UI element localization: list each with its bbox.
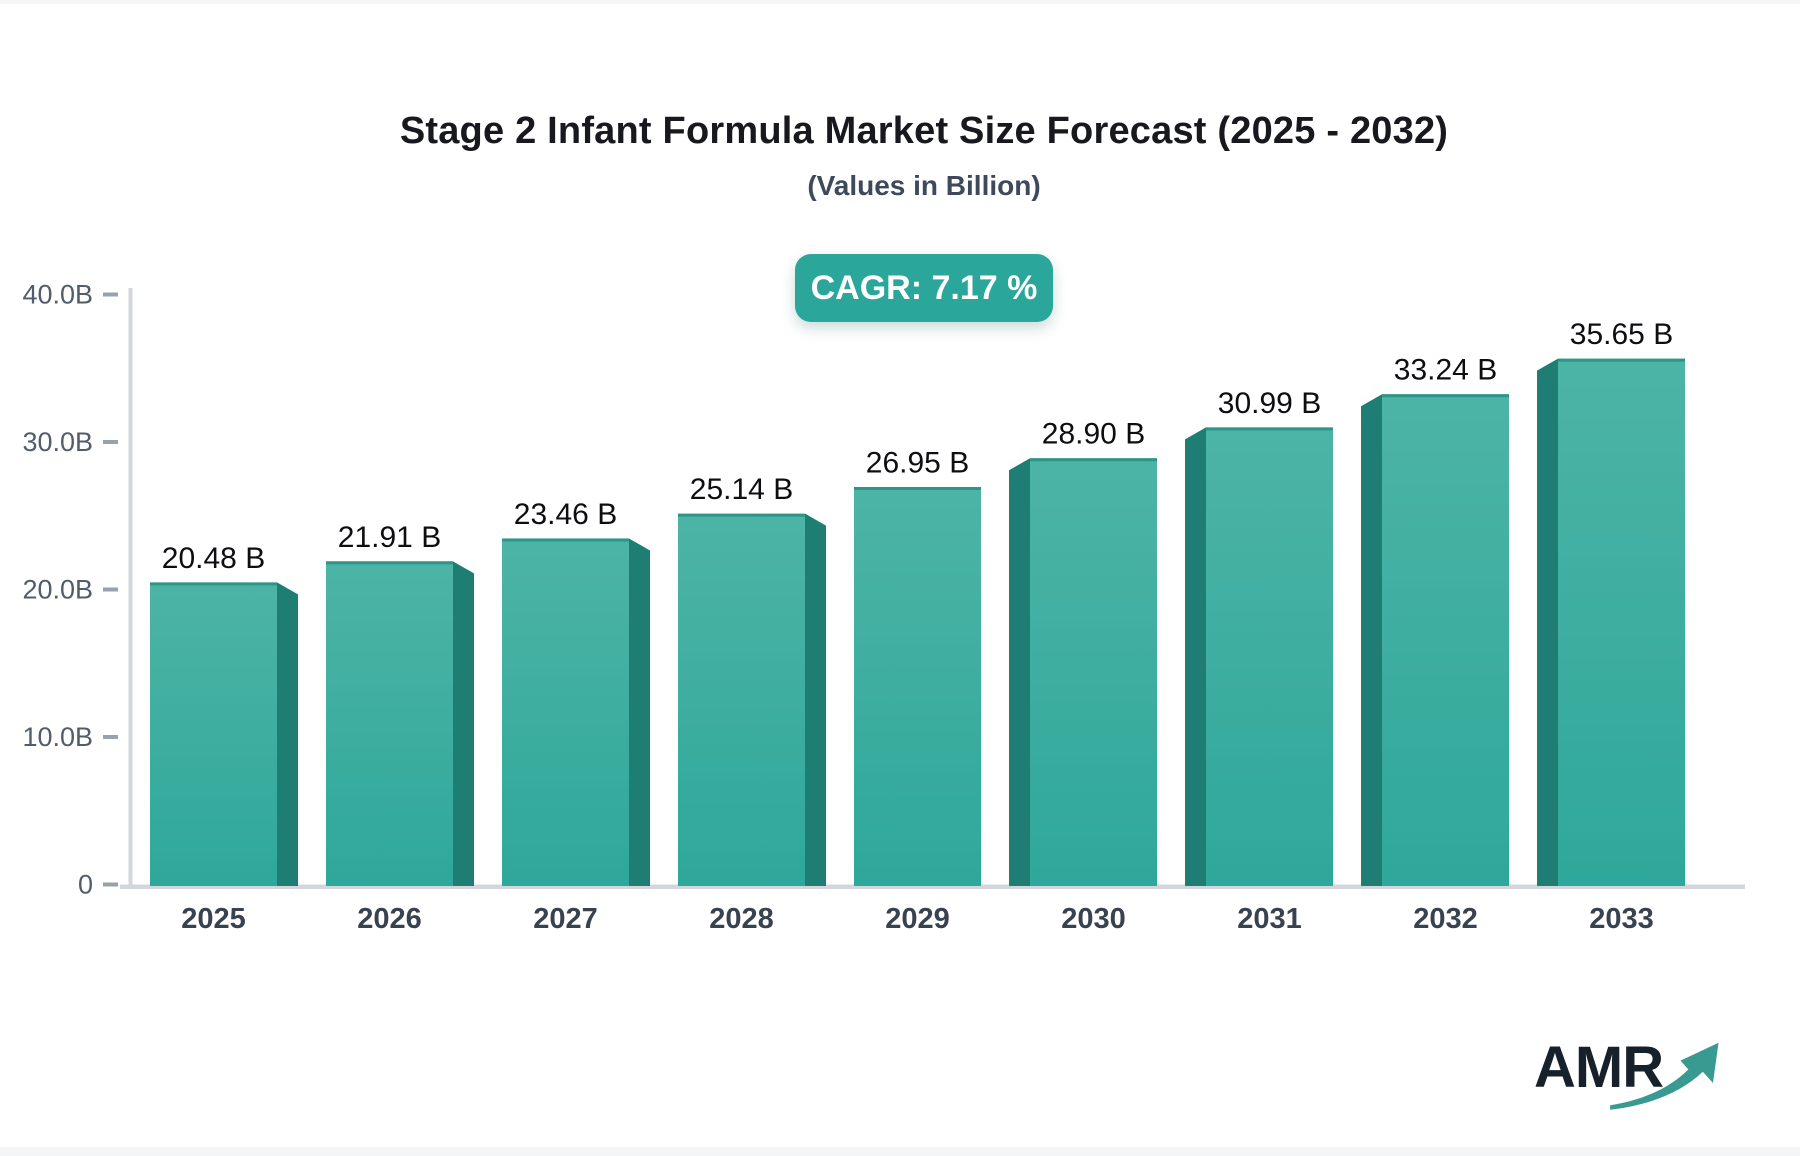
bar-group-2025: 20.48 B (150, 542, 298, 886)
bar-side-face (805, 513, 826, 886)
bar-group-2031: 30.99 B (1185, 387, 1333, 886)
bar-side-face (629, 538, 650, 886)
logo: AMR (1528, 1030, 1728, 1116)
y-tick-label: 40.0B (22, 280, 93, 310)
logo-arrow-path (1610, 1042, 1719, 1110)
bar-group-2033: 35.65 B (1537, 318, 1685, 887)
bar-group-2028: 25.14 B (678, 473, 826, 886)
bar-top-edge (1030, 458, 1157, 462)
bar-value-label: 33.24 B (1394, 354, 1497, 387)
bar-value-label: 35.65 B (1570, 318, 1673, 351)
bar-top-edge (854, 486, 981, 490)
y-tick-mark (103, 587, 118, 592)
bar[interactable] (1382, 394, 1509, 886)
bar-side-face (453, 561, 474, 886)
bar-side-face (277, 582, 298, 886)
x-tick-label: 2027 (533, 903, 598, 935)
bar-value-label: 20.48 B (162, 542, 265, 575)
bar-top-edge (678, 513, 805, 517)
bar[interactable] (150, 582, 277, 886)
y-axis-line (128, 288, 133, 885)
cagr-badge: CAGR: 7.17 % (795, 254, 1053, 322)
bar[interactable] (854, 486, 981, 886)
bar[interactable] (326, 561, 453, 886)
chart-subtitle: (Values in Billion) (807, 170, 1041, 201)
x-tick-label: 2028 (709, 903, 774, 935)
bar-top-edge (1206, 427, 1333, 431)
logo-arrow-icon (1610, 1042, 1719, 1110)
top-strip (0, 0, 1800, 4)
logo-text: AMR (1534, 1035, 1664, 1100)
bar[interactable] (1206, 427, 1333, 886)
x-axis-line (120, 884, 1745, 889)
bar-top-edge (1558, 358, 1685, 362)
x-tick-label: 2029 (885, 903, 950, 935)
bar-top-edge (326, 561, 453, 565)
y-tick-label: 0 (78, 870, 93, 900)
bar-group-2032: 33.24 B (1361, 354, 1509, 886)
bar-top-edge (502, 538, 629, 542)
bottom-strip (0, 1147, 1800, 1156)
bar-side-face (1537, 358, 1558, 887)
x-tick-label: 2031 (1237, 903, 1302, 935)
bar-group-2030: 28.90 B (1009, 418, 1157, 886)
chart-title: Stage 2 Infant Formula Market Size Forec… (399, 110, 1449, 152)
bar[interactable] (678, 513, 805, 886)
bar-group-2026: 21.91 B (326, 521, 474, 886)
bar-value-label: 23.46 B (514, 498, 617, 531)
bar-value-label: 25.14 B (690, 473, 793, 506)
y-tick-label: 10.0B (22, 722, 93, 752)
bar[interactable] (502, 538, 629, 886)
y-tick-mark (103, 735, 118, 739)
y-tick-label: 30.0B (22, 427, 93, 457)
x-tick-label: 2033 (1589, 903, 1654, 935)
bar-top-edge (150, 582, 277, 586)
bar[interactable] (1558, 358, 1685, 887)
bar-group-2029: 26.95 B (854, 446, 981, 886)
cagr-badge-label: CAGR: 7.17 % (810, 268, 1038, 307)
x-tick-label: 2032 (1413, 903, 1478, 935)
bar[interactable] (1030, 458, 1157, 886)
bar-value-label: 30.99 B (1218, 387, 1321, 420)
bar-top-edge (1382, 394, 1509, 398)
y-tick-mark (103, 882, 118, 887)
bar-value-label: 26.95 B (866, 446, 969, 479)
bar-side-face (1009, 458, 1030, 886)
bar-side-face (1185, 427, 1206, 886)
x-tick-label: 2030 (1061, 903, 1126, 935)
y-tick-label: 20.0B (22, 575, 93, 605)
bar-value-label: 28.90 B (1042, 418, 1145, 451)
x-tick-label: 2026 (357, 903, 422, 935)
y-tick-mark (103, 292, 118, 297)
bar-value-label: 21.91 B (338, 521, 441, 554)
x-tick-label: 2025 (181, 903, 246, 935)
bar-side-face (1361, 394, 1382, 886)
y-tick-mark (103, 440, 118, 444)
bar-group-2027: 23.46 B (502, 498, 650, 886)
